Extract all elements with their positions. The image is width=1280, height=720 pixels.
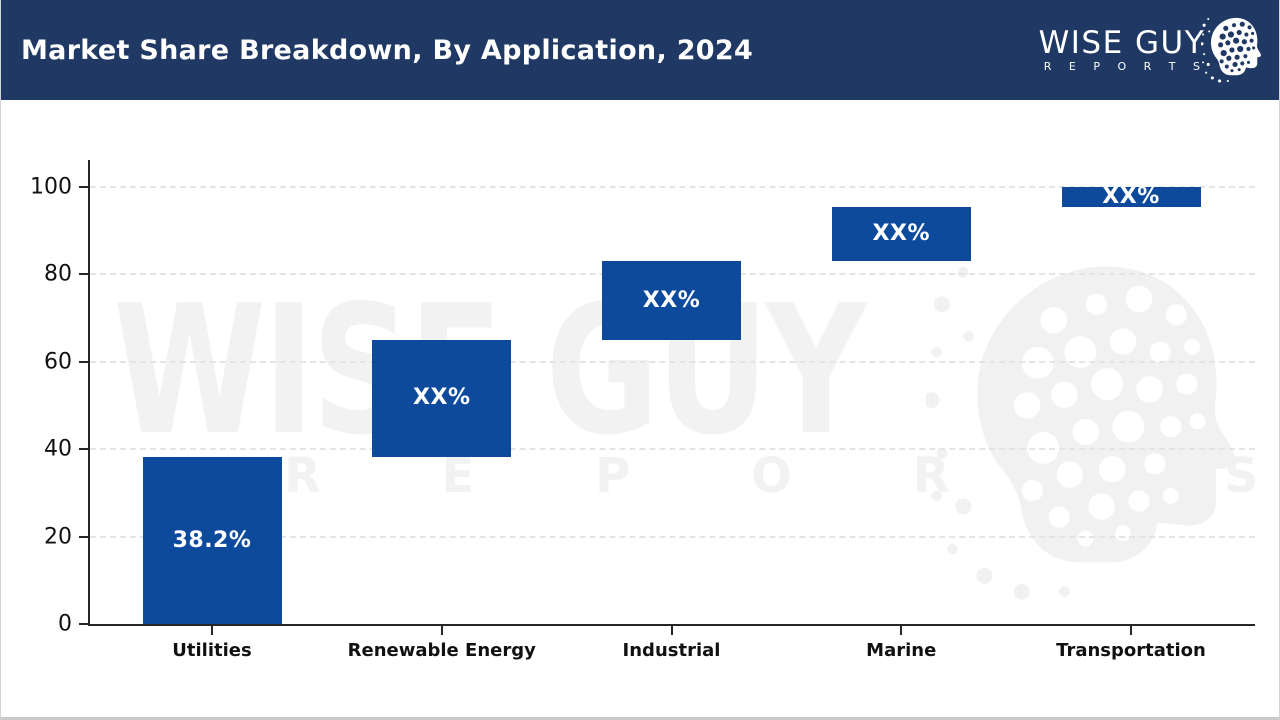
brand-logo-text: WISE GUY R E P O R T S <box>1037 27 1207 74</box>
bar-value-label: XX% <box>642 287 701 313</box>
x-tick <box>211 626 213 635</box>
bar-renewable-energy: XX% <box>372 339 512 458</box>
brand-subname: R E P O R T S <box>1043 60 1207 74</box>
y-tick <box>79 623 88 625</box>
bar-value-label: XX% <box>1102 183 1160 209</box>
chart-title: Market Share Breakdown, By Application, … <box>21 34 754 66</box>
y-tick <box>79 273 88 276</box>
gridline <box>90 186 1255 188</box>
y-tick <box>79 535 88 538</box>
y-tick-label: 40 <box>44 436 72 462</box>
y-tick-label: 80 <box>44 261 72 287</box>
y-tick-label: 100 <box>30 174 72 200</box>
brand-logo: WISE GUY R E P O R T S <box>1037 8 1265 92</box>
y-tick-label: 20 <box>44 524 72 550</box>
y-tick-label: 0 <box>58 611 72 637</box>
bar-industrial: XX% <box>602 261 741 340</box>
x-tick <box>1130 626 1132 635</box>
y-tick <box>79 186 88 188</box>
y-tick-label: 60 <box>44 349 72 375</box>
header-bar: Market Share Breakdown, By Application, … <box>1 0 1279 100</box>
x-tick <box>900 626 903 635</box>
bar-value-label: XX% <box>872 220 930 246</box>
x-axis-spine <box>88 624 1255 626</box>
bar-utilities: 38.2% <box>142 457 282 624</box>
x-category-label: Transportation <box>1056 640 1206 661</box>
bar-transportation: XX% <box>1061 183 1201 209</box>
gridline <box>90 448 1255 451</box>
bar-value-label: 38.2% <box>172 527 252 553</box>
brand-head-icon <box>1201 17 1261 83</box>
gridline <box>90 360 1255 363</box>
y-tick <box>79 448 88 451</box>
gridline <box>90 535 1255 538</box>
bar-marine: XX% <box>831 206 971 262</box>
bar-value-label: XX% <box>413 385 471 411</box>
x-category-label: Renewable Energy <box>347 640 536 661</box>
x-tick <box>670 626 673 635</box>
x-category-label: Industrial <box>622 640 721 661</box>
x-tick <box>440 626 443 635</box>
x-category-label: Marine <box>866 640 937 661</box>
brand-name: WISE GUY <box>1038 24 1206 61</box>
x-category-label: Utilities <box>172 640 252 661</box>
y-axis-spine <box>88 160 90 626</box>
y-tick <box>79 360 88 363</box>
